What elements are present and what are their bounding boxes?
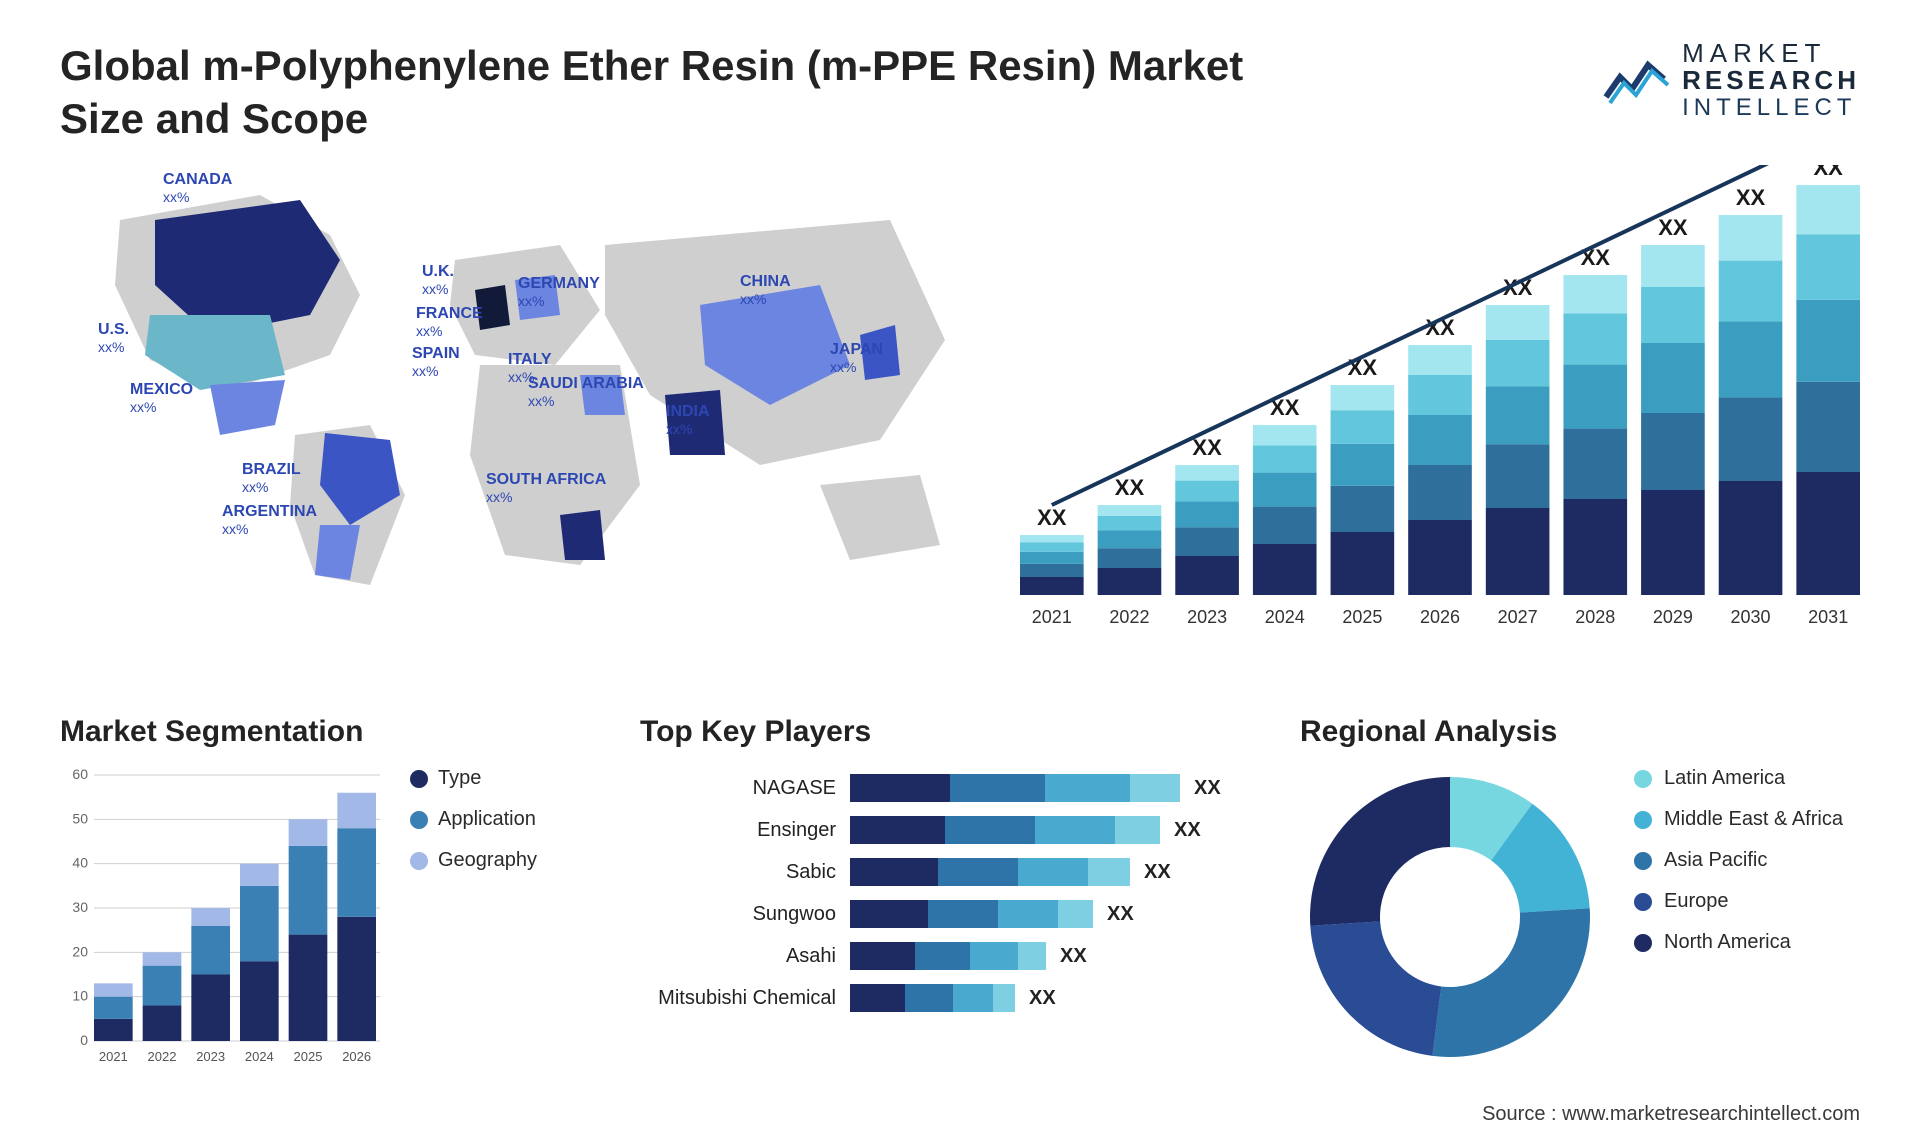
svg-text:2027: 2027 xyxy=(1498,607,1538,627)
svg-text:2030: 2030 xyxy=(1731,607,1771,627)
map-label-india: INDIAxx% xyxy=(666,403,710,437)
map-label-canada: CANADAxx% xyxy=(163,171,232,205)
svg-text:2022: 2022 xyxy=(148,1049,177,1064)
player-row-mitsubishi-chemical: Mitsubishi Chemical XX xyxy=(640,977,1260,1019)
svg-text:2026: 2026 xyxy=(1420,607,1460,627)
map-label-south-africa: SOUTH AFRICAxx% xyxy=(486,471,606,505)
reg-legend-europe: Europe xyxy=(1634,890,1843,913)
svg-text:2021: 2021 xyxy=(1032,607,1072,627)
source-label: Source : www.marketresearchintellect.com xyxy=(1482,1103,1860,1126)
player-row-sungwoo: Sungwoo XX xyxy=(640,893,1260,935)
reg-legend-north-america: North America xyxy=(1634,931,1843,954)
players-title: Top Key Players xyxy=(640,715,1260,749)
svg-text:2025: 2025 xyxy=(294,1049,323,1064)
player-row-sabic: Sabic XX xyxy=(640,851,1260,893)
segmentation-title: Market Segmentation xyxy=(60,715,600,749)
svg-text:60: 60 xyxy=(72,767,88,782)
map-label-brazil: BRAZILxx% xyxy=(242,461,301,495)
player-name: NAGASE xyxy=(640,777,850,800)
svg-text:2031: 2031 xyxy=(1808,607,1848,627)
regional-section: Regional Analysis Latin America Middle Ea… xyxy=(1300,715,1860,1075)
seg-legend-type: Type xyxy=(410,767,537,790)
seg-legend-geography: Geography xyxy=(410,849,537,872)
player-name: Mitsubishi Chemical xyxy=(640,987,850,1010)
map-label-germany: GERMANYxx% xyxy=(518,275,600,309)
player-name: Asahi xyxy=(640,945,850,968)
seg-legend-application: Application xyxy=(410,808,537,831)
map-label-japan: JAPANxx% xyxy=(830,341,883,375)
player-row-asahi: Asahi XX xyxy=(640,935,1260,977)
svg-text:XX: XX xyxy=(1736,185,1766,210)
players-chart: NAGASE XX Ensinger XX Sabic XX Sungwoo XX Asahi X… xyxy=(640,767,1260,1019)
map-label-u-k-: U.K.xx% xyxy=(422,263,454,297)
svg-text:XX: XX xyxy=(1814,165,1844,180)
map-label-argentina: ARGENTINAxx% xyxy=(222,503,317,537)
player-bar xyxy=(850,774,1180,802)
segmentation-section: Market Segmentation 0 10 20 30 40 50 60 2021 202… xyxy=(60,715,600,1075)
svg-text:XX: XX xyxy=(1658,215,1688,240)
svg-text:2023: 2023 xyxy=(196,1049,225,1064)
segmentation-legend: Type Application Geography xyxy=(410,767,537,890)
svg-text:2023: 2023 xyxy=(1187,607,1227,627)
svg-text:30: 30 xyxy=(72,899,88,915)
logo-line2: RESEARCH xyxy=(1682,67,1860,94)
svg-text:0: 0 xyxy=(80,1032,88,1048)
reg-legend-asia-pacific: Asia Pacific xyxy=(1634,849,1843,872)
player-value: XX xyxy=(1144,861,1171,884)
map-label-france: FRANCExx% xyxy=(416,305,483,339)
svg-text:2024: 2024 xyxy=(245,1049,274,1064)
svg-text:2026: 2026 xyxy=(342,1049,371,1064)
svg-text:2025: 2025 xyxy=(1342,607,1382,627)
logo-mark-icon xyxy=(1602,53,1672,107)
map-label-mexico: MEXICOxx% xyxy=(130,381,193,415)
svg-text:2021: 2021 xyxy=(99,1049,128,1064)
regional-legend: Latin America Middle East & Africa Asia Pa… xyxy=(1634,767,1843,972)
map-label-spain: SPAINxx% xyxy=(412,345,460,379)
player-name: Sungwoo xyxy=(640,903,850,926)
regional-title: Regional Analysis xyxy=(1300,715,1860,749)
map-label-saudi-arabia: SAUDI ARABIAxx% xyxy=(528,375,644,409)
player-value: XX xyxy=(1174,819,1201,842)
player-value: XX xyxy=(1194,777,1221,800)
player-row-ensinger: Ensinger XX xyxy=(640,809,1260,851)
page-title: Global m-Polyphenylene Ether Resin (m-PP… xyxy=(60,40,1260,145)
reg-legend-latin-america: Latin America xyxy=(1634,767,1843,790)
svg-text:50: 50 xyxy=(72,810,88,826)
map-label-china: CHINAxx% xyxy=(740,273,791,307)
player-name: Ensinger xyxy=(640,819,850,842)
svg-text:2028: 2028 xyxy=(1575,607,1615,627)
player-value: XX xyxy=(1060,945,1087,968)
regional-donut xyxy=(1300,767,1600,1067)
logo-line1: MARKET xyxy=(1682,40,1860,67)
brand-logo: MARKET RESEARCH INTELLECT xyxy=(1602,40,1860,120)
svg-text:40: 40 xyxy=(72,855,88,871)
player-bar xyxy=(850,858,1130,886)
players-section: Top Key Players NAGASE XX Ensinger XX Sabic X… xyxy=(640,715,1260,1075)
player-name: Sabic xyxy=(640,861,850,884)
player-bar xyxy=(850,984,1015,1012)
world-map-block: CANADAxx% U.S.xx%MEXICOxx% BRAZILxx% ARGENT… xyxy=(60,165,980,685)
segmentation-chart: 0 10 20 30 40 50 60 2021 2022 2023 2024 2025 2026 xyxy=(60,767,380,1067)
svg-text:XX: XX xyxy=(1115,475,1145,500)
svg-text:20: 20 xyxy=(72,943,88,959)
player-row-nagase: NAGASE XX xyxy=(640,767,1260,809)
player-bar xyxy=(850,816,1160,844)
svg-text:2024: 2024 xyxy=(1265,607,1305,627)
main-growth-chart: XX2021XX2022XX2023XX2024XX2025XX2026XX20… xyxy=(1010,165,1880,685)
player-bar xyxy=(850,900,1093,928)
reg-legend-middle-east-africa: Middle East & Africa xyxy=(1634,808,1843,831)
logo-line3: INTELLECT xyxy=(1682,95,1860,120)
player-bar xyxy=(850,942,1046,970)
player-value: XX xyxy=(1107,903,1134,926)
svg-text:XX: XX xyxy=(1192,435,1222,460)
svg-text:2029: 2029 xyxy=(1653,607,1693,627)
svg-text:XX: XX xyxy=(1037,505,1067,530)
player-value: XX xyxy=(1029,987,1056,1010)
map-label-u-s-: U.S.xx% xyxy=(98,321,129,355)
svg-text:2022: 2022 xyxy=(1109,607,1149,627)
svg-text:10: 10 xyxy=(72,988,88,1004)
